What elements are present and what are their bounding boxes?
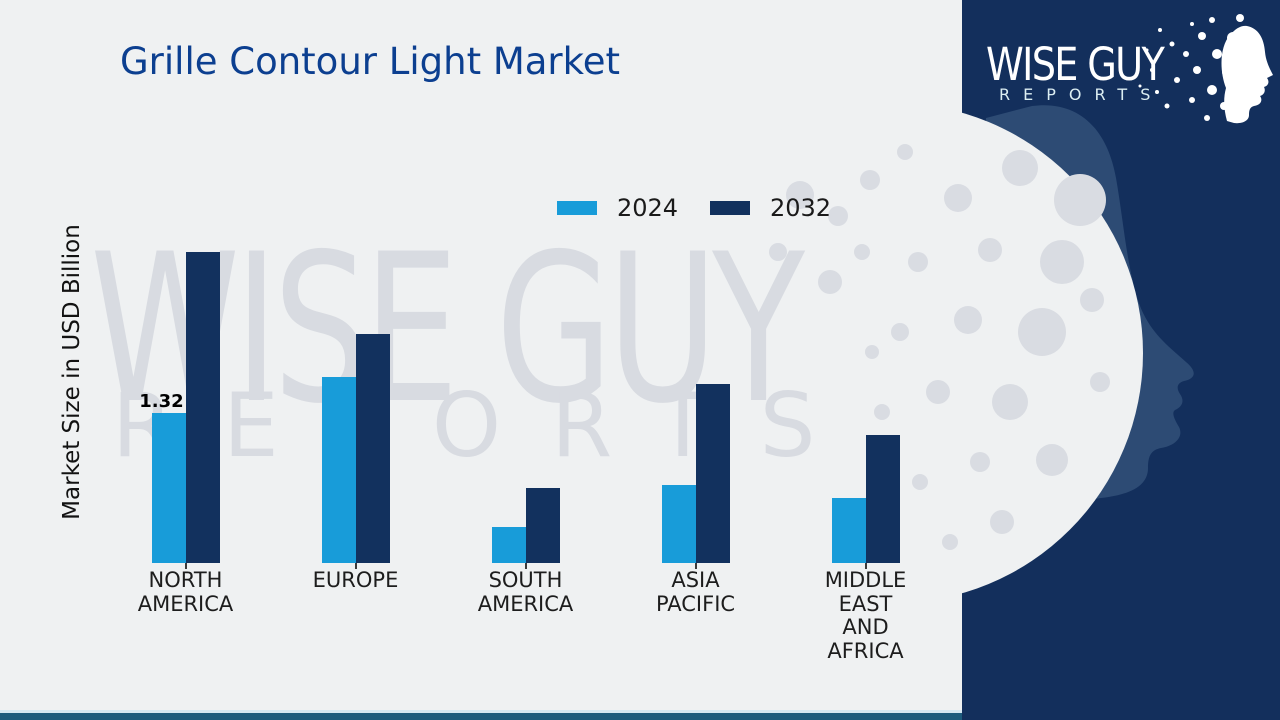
bar-2032-asia-pacific: [695, 384, 730, 563]
legend-item-2032: 2032: [710, 194, 832, 222]
bar-2032-europe: [355, 334, 390, 563]
bar-2024-middle-east-and-africa: [831, 498, 866, 563]
x-tick-europe: [354, 563, 357, 569]
x-tick-south-america: [524, 563, 527, 569]
legend-label-2024: 2024: [617, 194, 679, 222]
legend-item-2024: 2024: [557, 194, 679, 222]
x-tick-north-america: [184, 563, 187, 569]
legend-label-2032: 2032: [770, 194, 832, 222]
category-label-middle-east-and-africa: MIDDLE EAST AND AFRICA: [824, 568, 907, 663]
legend-swatch-2024: [557, 201, 597, 215]
bar-2024-europe: [321, 377, 356, 563]
category-label-asia-pacific: ASIA PACIFIC: [655, 568, 736, 616]
bar-2032-north-america: [185, 252, 220, 563]
x-tick-middle-east-and-africa: [864, 563, 867, 569]
category-label-europe: EUROPE: [312, 568, 399, 592]
brand-logo-reports: REPORTS: [999, 85, 1164, 104]
data-label-2024-north-america: 1.32: [139, 391, 184, 412]
bar-2024-north-america: [151, 413, 186, 563]
category-label-south-america: SOUTH AMERICA: [477, 568, 574, 616]
legend-swatch-2032: [710, 201, 750, 215]
bar-2032-south-america: [525, 488, 560, 563]
bottom-accent-bar: [0, 713, 1280, 720]
watermark-reports: REPORTS: [112, 374, 866, 477]
bar-2024-asia-pacific: [661, 485, 696, 563]
brand-logo-wiseguy: WISE GUY: [986, 38, 1165, 91]
x-tick-asia-pacific: [694, 563, 697, 569]
category-label-north-america: NORTH AMERICA: [137, 568, 234, 616]
bottom-accent-line: [0, 710, 962, 713]
bar-2032-middle-east-and-africa: [865, 435, 900, 563]
bar-2024-south-america: [491, 527, 526, 563]
page-title: Grille Contour Light Market: [120, 40, 621, 83]
y-axis-label: Market Size in USD Billion: [59, 224, 85, 520]
